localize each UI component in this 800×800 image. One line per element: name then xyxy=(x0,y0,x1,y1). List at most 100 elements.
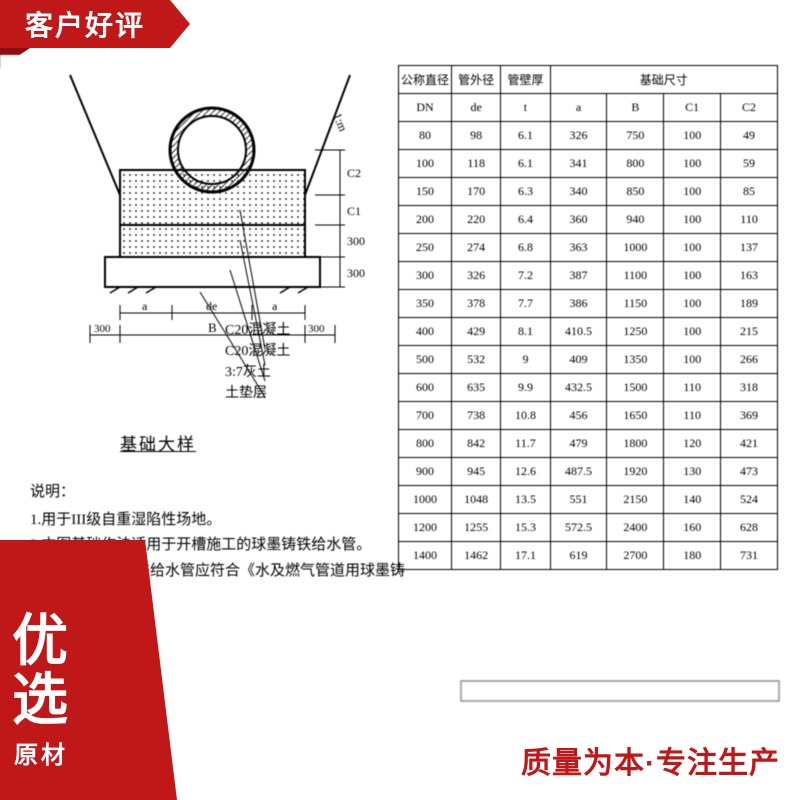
table-cell: 421 xyxy=(721,430,778,458)
spec-table-body: 80986.1326750100491001186.13418001005915… xyxy=(399,122,778,570)
table-cell: 800 xyxy=(607,150,664,178)
table-cell: 700 xyxy=(399,402,452,430)
table-row: 1200125515.3572.52400160628 xyxy=(399,514,778,542)
svg-text:300: 300 xyxy=(347,266,365,280)
sub-t: t xyxy=(501,94,550,122)
table-row: 2002206.4360940100110 xyxy=(399,206,778,234)
table-cell: 110 xyxy=(664,402,721,430)
table-cell: 100 xyxy=(664,178,721,206)
sub-c2: C2 xyxy=(721,94,778,122)
table-cell: 2150 xyxy=(607,486,664,514)
table-cell: 6.4 xyxy=(501,206,550,234)
table-cell: 635 xyxy=(452,374,501,402)
sub-a: a xyxy=(550,94,607,122)
th-t: 管壁厚 xyxy=(501,66,550,94)
svg-text:300: 300 xyxy=(347,234,365,248)
table-cell: 80 xyxy=(399,122,452,150)
svg-text:C2: C2 xyxy=(347,166,361,180)
table-cell: 160 xyxy=(664,514,721,542)
spec-table-wrap: 公称直径 管外径 管壁厚 基础尺寸 DN de t a B C1 C2 8098… xyxy=(398,65,778,570)
table-cell: 619 xyxy=(550,542,607,570)
table-cell: 7.2 xyxy=(501,262,550,290)
table-cell: 110 xyxy=(664,374,721,402)
table-cell: 363 xyxy=(550,234,607,262)
table-row: 2502746.83631000100137 xyxy=(399,234,778,262)
svg-text:a: a xyxy=(142,299,148,313)
table-cell: 8.1 xyxy=(501,318,550,346)
table-cell: 738 xyxy=(452,402,501,430)
table-cell: 326 xyxy=(452,262,501,290)
table-cell: 326 xyxy=(550,122,607,150)
table-cell: 1350 xyxy=(607,346,664,374)
table-cell: 10.8 xyxy=(501,402,550,430)
table-cell: 731 xyxy=(721,542,778,570)
th-de: 管外径 xyxy=(452,66,501,94)
sub-dn: DN xyxy=(399,94,452,122)
table-cell: 945 xyxy=(452,458,501,486)
label-c20-b: C20混凝土 xyxy=(225,341,290,362)
table-row: 3003267.23871100100163 xyxy=(399,262,778,290)
table-cell: 940 xyxy=(607,206,664,234)
table-cell: 100 xyxy=(664,122,721,150)
svg-text:B: B xyxy=(208,320,217,335)
table-cell: 500 xyxy=(399,346,452,374)
svg-text:300: 300 xyxy=(94,323,111,335)
table-cell: 473 xyxy=(721,458,778,486)
label-soil: 土垫层 xyxy=(225,383,290,404)
table-cell: 1500 xyxy=(607,374,664,402)
table-cell: 1100 xyxy=(607,262,664,290)
table-cell: 1255 xyxy=(452,514,501,542)
table-cell: 17.1 xyxy=(501,542,550,570)
svg-text:300: 300 xyxy=(308,323,325,335)
table-row: 1001186.134180010059 xyxy=(399,150,778,178)
dim-slope: 1:m xyxy=(330,111,350,134)
table-cell: 1000 xyxy=(607,234,664,262)
table-cell: 130 xyxy=(664,458,721,486)
note-1: 1.用于III级自重湿陷性场地。 xyxy=(30,508,410,534)
table-cell: 100 xyxy=(664,346,721,374)
table-cell: 9.9 xyxy=(501,374,550,402)
table-cell: 800 xyxy=(399,430,452,458)
table-cell: 98 xyxy=(452,122,501,150)
table-cell: 1250 xyxy=(607,318,664,346)
diagram-material-labels: C20混凝土 C20混凝土 3:7灰土 土垫层 xyxy=(225,320,290,404)
th-dn: 公称直径 xyxy=(399,66,452,94)
table-cell: 7.7 xyxy=(501,290,550,318)
table-cell: 551 xyxy=(550,486,607,514)
promo-big-text: 优选 xyxy=(12,612,70,730)
table-row: 50053294091350100266 xyxy=(399,346,778,374)
sub-c1: C1 xyxy=(664,94,721,122)
table-cell: 170 xyxy=(452,178,501,206)
table-row: 1400146217.16192700180731 xyxy=(399,542,778,570)
table-cell: 274 xyxy=(452,234,501,262)
table-row: 1501706.334085010085 xyxy=(399,178,778,206)
table-cell: 100 xyxy=(664,262,721,290)
bottom-slogan: 质量为本·专注生产 xyxy=(521,738,780,782)
table-cell: 600 xyxy=(399,374,452,402)
table-cell: 341 xyxy=(550,150,607,178)
promo-small-text: 原材 xyxy=(14,735,68,770)
table-cell: 350 xyxy=(399,290,452,318)
table-cell: 1462 xyxy=(452,542,501,570)
table-cell: 49 xyxy=(721,122,778,150)
table-cell: 387 xyxy=(550,262,607,290)
table-cell: 9 xyxy=(501,346,550,374)
table-row: 90094512.6487.51920130473 xyxy=(399,458,778,486)
table-cell: 1000 xyxy=(399,486,452,514)
svg-text:C1: C1 xyxy=(347,204,361,218)
table-cell: 100 xyxy=(399,150,452,178)
table-cell: 11.7 xyxy=(501,430,550,458)
table-cell: 140 xyxy=(664,486,721,514)
table-cell: 1800 xyxy=(607,430,664,458)
red-promo-block: 优选 原材 xyxy=(0,540,145,800)
table-cell: 432.5 xyxy=(550,374,607,402)
table-cell: 59 xyxy=(721,150,778,178)
table-cell: 409 xyxy=(550,346,607,374)
table-cell: 220 xyxy=(452,206,501,234)
table-cell: 487.5 xyxy=(550,458,607,486)
spec-table-head: 公称直径 管外径 管壁厚 基础尺寸 DN de t a B C1 C2 xyxy=(399,66,778,122)
table-cell: 410.5 xyxy=(550,318,607,346)
table-cell: 2400 xyxy=(607,514,664,542)
table-cell: 1048 xyxy=(452,486,501,514)
label-37: 3:7灰土 xyxy=(225,362,290,383)
